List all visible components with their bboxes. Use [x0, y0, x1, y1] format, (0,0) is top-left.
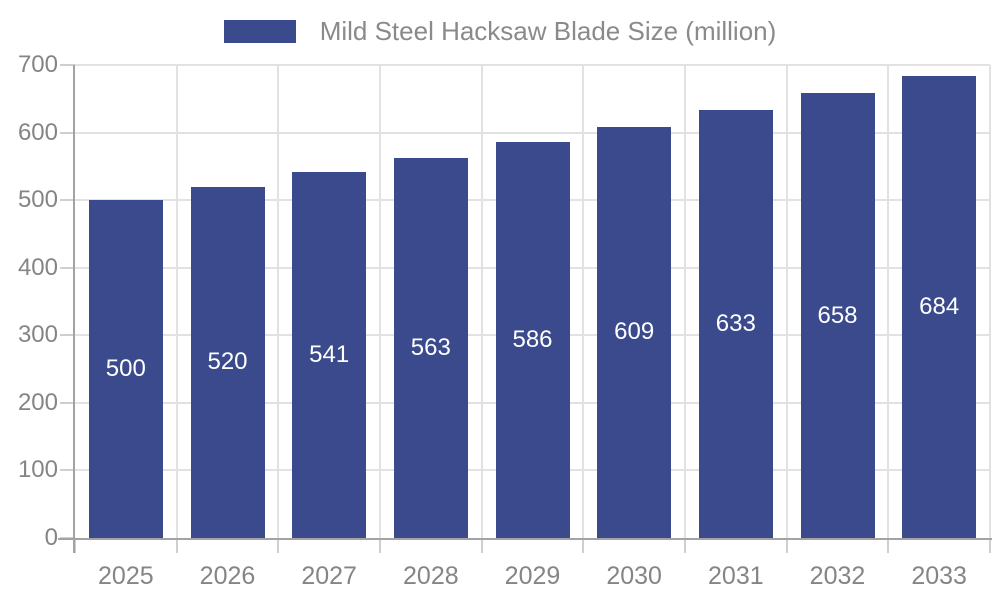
y-axis-tick-label: 700 [17, 51, 58, 78]
bar-value-label: 658 [817, 301, 858, 329]
x-gridline [277, 65, 280, 538]
x-gridline [989, 65, 991, 538]
x-axis-category-label: 2032 [809, 562, 866, 590]
y-axis-tick [60, 334, 75, 337]
plot-area: 0 100 200 300 400 500 600 700 500 2025 520 2026 541 2… [18, 51, 992, 590]
x-axis-category-label: 2030 [606, 562, 662, 590]
x-axis-tick [277, 538, 280, 553]
x-axis-tick [74, 538, 76, 553]
legend-swatch [223, 19, 296, 43]
bar[interactable]: 609 [597, 126, 672, 538]
y-axis-tick-label: 200 [17, 388, 58, 416]
bar-value-label: 541 [309, 341, 350, 369]
bar[interactable]: 500 [88, 200, 163, 538]
y-axis-line [73, 65, 75, 553]
legend-item[interactable]: Mild Steel Hacksaw Blade Size (million) [223, 16, 777, 46]
bar-value-label: 500 [105, 355, 146, 383]
y-axis-tick-label: 100 [17, 456, 58, 484]
y-axis-tick-label: 400 [17, 253, 58, 281]
x-axis-tick [582, 538, 585, 553]
x-axis-category-label: 2025 [98, 562, 154, 590]
bar[interactable]: 658 [800, 93, 875, 538]
bar[interactable]: 633 [698, 110, 773, 538]
x-gridline [175, 65, 178, 538]
x-axis-category-label: 2028 [403, 562, 459, 590]
bar-value-label: 609 [614, 318, 655, 346]
x-axis-category-label: 2033 [911, 562, 967, 590]
y-axis-tick [60, 64, 75, 66]
x-gridline [684, 65, 686, 538]
bar[interactable]: 684 [902, 75, 977, 538]
x-gridline [480, 65, 483, 538]
x-gridline [785, 65, 788, 538]
bar[interactable]: 563 [393, 157, 468, 538]
x-axis-category-label: 2031 [708, 562, 764, 590]
x-gridline [887, 65, 890, 538]
bar-value-label: 563 [410, 333, 451, 361]
y-gridline [75, 64, 990, 66]
x-axis-tick [684, 538, 686, 553]
bar-value-label: 684 [919, 292, 960, 320]
y-axis-tick [60, 401, 75, 404]
x-axis-tick [175, 538, 178, 553]
x-axis-category-label: 2027 [301, 562, 357, 590]
bar-value-label: 520 [207, 348, 248, 376]
y-axis-tick-label: 500 [17, 186, 58, 214]
legend: Mild Steel Hacksaw Blade Size (million) [0, 17, 1000, 46]
bar-value-label: 586 [512, 326, 553, 354]
y-gridline [75, 131, 990, 134]
bar[interactable]: 586 [495, 142, 570, 538]
x-axis-tick [480, 538, 483, 553]
x-axis-tick [379, 538, 381, 553]
y-axis-tick [60, 131, 75, 134]
x-axis-category-label: 2026 [199, 562, 256, 590]
y-axis-tick-label: 600 [17, 118, 58, 146]
x-gridline [379, 65, 381, 538]
x-axis-tick [785, 538, 788, 553]
y-axis-tick [60, 266, 75, 269]
y-axis-tick [60, 199, 75, 202]
x-axis-line [58, 538, 992, 540]
x-axis-tick [887, 538, 890, 553]
y-axis-tick-label: 300 [17, 321, 58, 349]
y-axis-tick [60, 469, 75, 472]
x-gridline [582, 65, 585, 538]
bar[interactable]: 541 [292, 172, 367, 538]
legend-series-label: Mild Steel Hacksaw Blade Size (million) [319, 16, 777, 46]
x-axis-tick [989, 538, 991, 553]
y-axis-tick-label: 0 [44, 524, 58, 551]
bar-value-label: 633 [715, 310, 756, 338]
x-axis-category-label: 2029 [504, 562, 561, 590]
bar[interactable]: 520 [190, 186, 265, 538]
